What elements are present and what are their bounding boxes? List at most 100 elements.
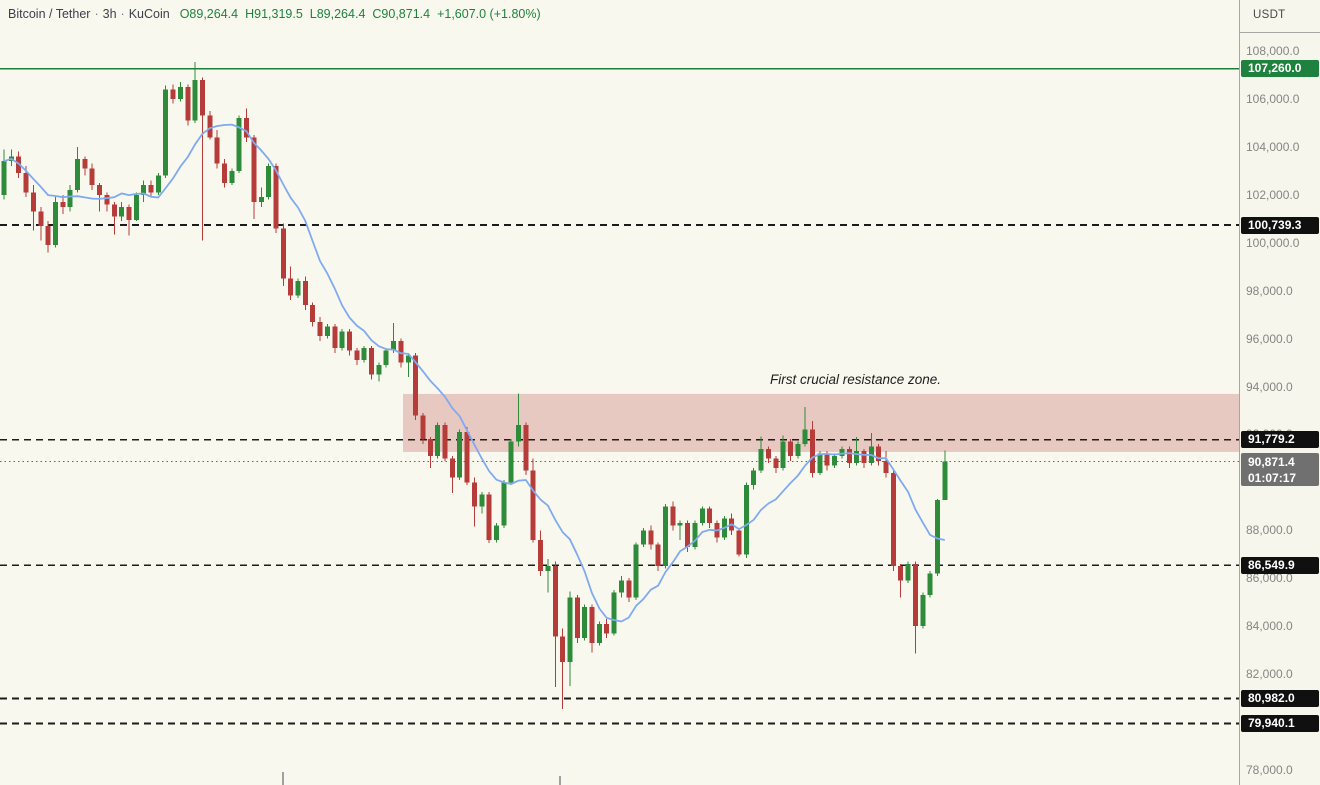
candle-body: [229, 170, 235, 183]
badge-price: 79,940.1: [1248, 715, 1295, 730]
candle-body: [486, 494, 492, 540]
candle-body: [560, 636, 566, 663]
legend-separator: ·: [94, 7, 99, 21]
candle-body: [810, 429, 815, 473]
symbol-legend[interactable]: Bitcoin / Tether · 3h · KuCoin O89,264.4 H91,3…: [8, 7, 548, 21]
change-value: +1,607.0 (+1.80%): [437, 7, 541, 21]
price-tick-label: 106,000.0: [1246, 91, 1300, 106]
candle-body: [163, 89, 169, 176]
candle-body: [30, 192, 36, 212]
candle-body: [199, 79, 205, 116]
ohlc-l-value: L89,264.4: [309, 7, 366, 21]
candle-body: [743, 484, 749, 555]
candle-body: [817, 453, 823, 473]
candle-body: [420, 415, 426, 440]
candle-body: [354, 350, 360, 361]
candle-body: [405, 355, 411, 363]
candlestick-chart[interactable]: [0, 0, 1239, 785]
badge-price: 107,260.0: [1248, 61, 1302, 76]
candle-body: [471, 482, 477, 507]
interval-label[interactable]: 3h: [102, 7, 117, 21]
candle-body: [126, 206, 132, 220]
candle-body: [295, 281, 301, 296]
candle-body: [751, 470, 757, 485]
candle-body: [876, 446, 882, 461]
price-level-badge[interactable]: 107,260.0: [1241, 60, 1319, 78]
candle-body: [413, 355, 419, 416]
price-tick-label: 82,000.0: [1246, 667, 1293, 682]
candle-body: [214, 137, 220, 164]
candle-body: [861, 451, 867, 464]
price-tick-label: 102,000.0: [1246, 187, 1300, 202]
candle-body: [185, 86, 191, 121]
candle-body: [244, 118, 250, 138]
candle-body: [883, 460, 889, 473]
candle-body: [251, 137, 257, 202]
candle-body: [339, 331, 345, 349]
moving-average-line: [3, 123, 945, 623]
badge-price: 100,739.3: [1248, 217, 1302, 232]
candle-body: [449, 458, 455, 478]
candle-body: [266, 166, 272, 198]
candle-body: [912, 563, 918, 627]
candle-body: [574, 597, 580, 639]
candle-body: [346, 331, 352, 351]
candle-body: [457, 432, 463, 478]
resistance-annotation[interactable]: First crucial resistance zone.: [770, 372, 942, 387]
candle-body: [787, 441, 793, 457]
candle-body: [545, 566, 551, 572]
candle-body: [920, 595, 926, 627]
candle-body: [846, 448, 852, 464]
candle-body: [38, 211, 44, 226]
candle-body: [692, 523, 698, 548]
candle-body: [508, 441, 514, 483]
candle-body: [236, 118, 242, 171]
candle-body: [780, 441, 786, 468]
candle-body: [832, 456, 838, 466]
price-level-badge[interactable]: 86,549.9: [1241, 556, 1319, 574]
resistance-zone[interactable]: [403, 393, 1239, 452]
candle-body: [567, 597, 573, 663]
price-tick-label: 100,000.0: [1246, 235, 1300, 250]
candle-body: [258, 197, 264, 202]
candle-body: [707, 508, 713, 524]
candle-body: [324, 326, 330, 337]
candle-body: [890, 472, 896, 567]
candle-body: [927, 573, 933, 596]
candle-body: [280, 228, 286, 279]
price-level-badge[interactable]: 79,940.1: [1241, 714, 1319, 732]
chart-plot-area[interactable]: Bitcoin / Tether · 3h · KuCoin O89,264.4 H91,3…: [0, 0, 1239, 785]
symbol-title[interactable]: Bitcoin / Tether: [8, 7, 91, 21]
candle-body: [648, 530, 654, 545]
candle-body: [824, 453, 830, 466]
candle-body: [148, 185, 154, 193]
price-level-badge[interactable]: 100,739.3: [1241, 216, 1319, 234]
badge-price: 86,549.9: [1248, 557, 1295, 572]
candle-body: [398, 340, 404, 363]
candle-body: [626, 580, 632, 598]
price-tick-label: 94,000.0: [1246, 379, 1293, 394]
price-tick-label: 108,000.0: [1246, 43, 1300, 58]
current-price-badge[interactable]: 90,871.4 01:07:17: [1241, 452, 1319, 486]
candle-body: [23, 173, 29, 193]
candle-body: [898, 566, 904, 581]
candle-body: [427, 439, 433, 457]
candle-body: [795, 444, 801, 457]
candle-body: [773, 458, 779, 468]
candle-body: [493, 525, 499, 540]
candle-body: [765, 448, 771, 459]
candle-body: [391, 340, 397, 351]
candle-body: [905, 563, 911, 581]
candle-body: [332, 326, 338, 349]
price-level-badge[interactable]: 91,779.2: [1241, 431, 1319, 449]
price-level-badge[interactable]: 80,982.0: [1241, 689, 1319, 707]
price-axis[interactable]: USDT 108,000.0 106,000.0 104,000.0 102,000.…: [1239, 0, 1320, 785]
candle-body: [523, 424, 529, 471]
candle-body: [104, 194, 110, 205]
candle-body: [538, 539, 544, 572]
ohlc-o-value: O89,264.4: [179, 7, 239, 21]
candle-body: [82, 158, 88, 169]
candle-body: [677, 523, 683, 526]
candle-body: [839, 448, 845, 457]
